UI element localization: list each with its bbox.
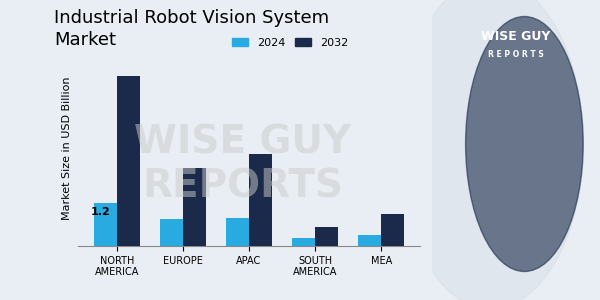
- Text: Industrial Robot Vision System
Market: Industrial Robot Vision System Market: [54, 9, 329, 49]
- Bar: [183, 168, 206, 246]
- Legend: 2024, 2032: 2024, 2032: [227, 33, 353, 52]
- Bar: [160, 219, 183, 246]
- Text: WISE GUY
REPORTS: WISE GUY REPORTS: [134, 124, 352, 206]
- Text: R E P O R T S: R E P O R T S: [488, 50, 544, 58]
- Bar: [226, 218, 249, 246]
- Bar: [94, 203, 116, 246]
- Y-axis label: Market Size in USD Billion: Market Size in USD Billion: [62, 77, 73, 220]
- Text: 1.2: 1.2: [91, 207, 110, 217]
- Bar: [116, 76, 140, 246]
- Ellipse shape: [466, 16, 583, 272]
- Text: WISE GUY: WISE GUY: [481, 29, 551, 43]
- Bar: [358, 236, 382, 246]
- Bar: [249, 154, 272, 246]
- Bar: [292, 238, 315, 246]
- Bar: [315, 226, 338, 246]
- Bar: [382, 214, 404, 246]
- Ellipse shape: [398, 0, 583, 300]
